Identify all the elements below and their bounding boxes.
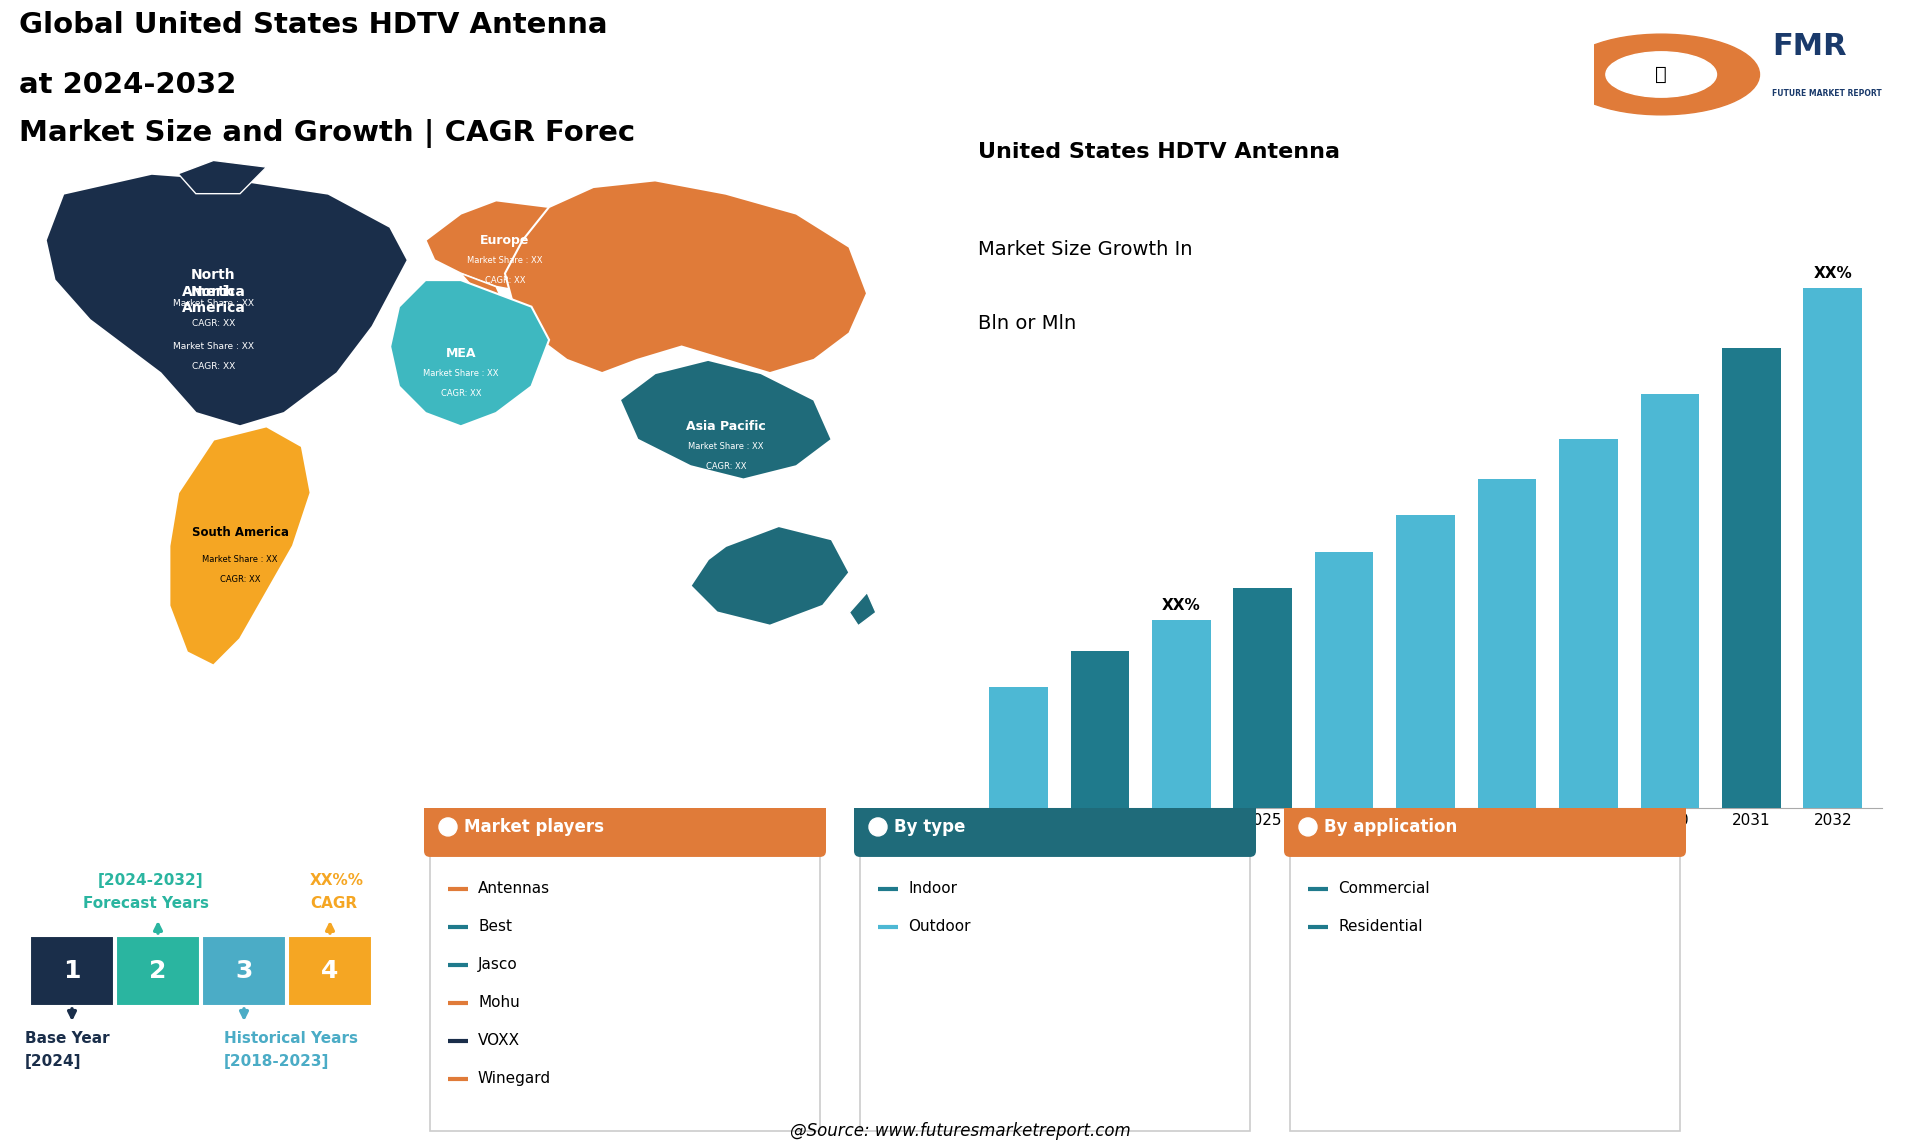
Text: 🎯: 🎯 (1655, 65, 1667, 84)
Bar (1722, 348, 1780, 808)
FancyBboxPatch shape (288, 936, 372, 1006)
Text: South America: South America (192, 526, 288, 539)
Text: CAGR: XX: CAGR: XX (440, 388, 482, 398)
Text: Residential: Residential (1338, 919, 1423, 934)
Text: Bln or Mln: Bln or Mln (977, 314, 1075, 333)
Bar (1559, 439, 1619, 808)
Polygon shape (461, 274, 505, 307)
Text: Global United States HDTV Antenna: Global United States HDTV Antenna (19, 11, 609, 39)
FancyBboxPatch shape (31, 936, 113, 1006)
Text: North
America: North America (182, 268, 246, 298)
Text: Market Size and Growth | CAGR Forec: Market Size and Growth | CAGR Forec (19, 119, 636, 148)
Text: XX%: XX% (1162, 598, 1200, 613)
Text: Market Share : XX: Market Share : XX (422, 369, 499, 378)
Text: CAGR: CAGR (309, 896, 357, 911)
Circle shape (440, 818, 457, 835)
FancyBboxPatch shape (1290, 851, 1680, 1131)
Text: CAGR: XX: CAGR: XX (192, 362, 234, 371)
Text: [2024]: [2024] (25, 1054, 81, 1069)
Circle shape (1300, 818, 1317, 835)
Circle shape (1563, 34, 1759, 115)
Bar (1152, 620, 1212, 808)
Text: Market Share : XX: Market Share : XX (202, 555, 278, 564)
Text: CAGR: XX: CAGR: XX (192, 319, 234, 328)
FancyBboxPatch shape (1284, 796, 1686, 857)
Circle shape (1605, 52, 1716, 97)
Text: Market players: Market players (465, 818, 605, 835)
FancyBboxPatch shape (860, 851, 1250, 1131)
Text: [2024-2032]: [2024-2032] (98, 873, 204, 888)
FancyBboxPatch shape (854, 796, 1256, 857)
Bar (1315, 551, 1373, 808)
Text: Mohu: Mohu (478, 996, 520, 1011)
Text: Indoor: Indoor (908, 881, 956, 896)
Text: United States HDTV Antenna: United States HDTV Antenna (977, 142, 1340, 162)
Text: Commercial: Commercial (1338, 881, 1430, 896)
Text: Outdoor: Outdoor (908, 919, 970, 934)
Text: Market Share : XX: Market Share : XX (173, 342, 253, 351)
Text: Europe: Europe (480, 234, 530, 246)
FancyBboxPatch shape (115, 936, 200, 1006)
Text: Market Share : XX: Market Share : XX (687, 441, 764, 450)
Polygon shape (169, 426, 311, 666)
Text: VOXX: VOXX (478, 1034, 520, 1049)
Text: Best: Best (478, 919, 513, 934)
Text: FUTURE MARKET REPORT: FUTURE MARKET REPORT (1772, 89, 1882, 97)
Text: Jasco: Jasco (478, 957, 518, 973)
Text: [2018-2023]: [2018-2023] (225, 1054, 330, 1069)
Text: Market Share : XX: Market Share : XX (467, 256, 543, 265)
Bar (1640, 394, 1699, 808)
Bar (1396, 516, 1455, 808)
Polygon shape (46, 174, 407, 426)
Bar (1071, 651, 1129, 808)
Text: Antennas: Antennas (478, 881, 551, 896)
FancyBboxPatch shape (202, 936, 286, 1006)
Text: CAGR: XX: CAGR: XX (705, 462, 747, 471)
Text: Market Size Growth In: Market Size Growth In (977, 240, 1192, 259)
Polygon shape (390, 280, 549, 426)
Text: Market Share : XX: Market Share : XX (173, 299, 253, 308)
Text: XX%%: XX%% (309, 873, 365, 888)
Text: 2: 2 (150, 959, 167, 983)
Text: 4: 4 (321, 959, 338, 983)
Text: FMR: FMR (1772, 32, 1847, 61)
Circle shape (870, 818, 887, 835)
Text: at 2024-2032: at 2024-2032 (19, 71, 236, 99)
Text: Base Year: Base Year (25, 1031, 109, 1046)
Text: CAGR: XX: CAGR: XX (219, 574, 261, 583)
Text: Asia Pacific: Asia Pacific (685, 419, 766, 433)
FancyBboxPatch shape (430, 851, 820, 1131)
Bar (1478, 479, 1536, 808)
Text: By application: By application (1325, 818, 1457, 835)
Text: By type: By type (895, 818, 966, 835)
Bar (989, 686, 1048, 808)
Text: @Source: www.futuresmarketreport.com: @Source: www.futuresmarketreport.com (789, 1122, 1131, 1140)
Polygon shape (426, 201, 593, 293)
Polygon shape (620, 360, 831, 479)
Text: Forecast Years: Forecast Years (83, 896, 209, 911)
Polygon shape (849, 592, 876, 626)
Text: North
America: North America (182, 285, 246, 315)
Text: CAGR: XX: CAGR: XX (484, 275, 526, 284)
Bar (1233, 588, 1292, 808)
Text: 1: 1 (63, 959, 81, 983)
Text: 3: 3 (236, 959, 253, 983)
Polygon shape (691, 526, 849, 626)
FancyBboxPatch shape (424, 796, 826, 857)
Polygon shape (179, 160, 267, 194)
Bar (1803, 288, 1862, 808)
Text: Historical Years: Historical Years (225, 1031, 357, 1046)
Text: XX%: XX% (1812, 266, 1853, 281)
Polygon shape (505, 180, 868, 374)
Text: MEA: MEA (445, 347, 476, 360)
Text: Winegard: Winegard (478, 1072, 551, 1086)
